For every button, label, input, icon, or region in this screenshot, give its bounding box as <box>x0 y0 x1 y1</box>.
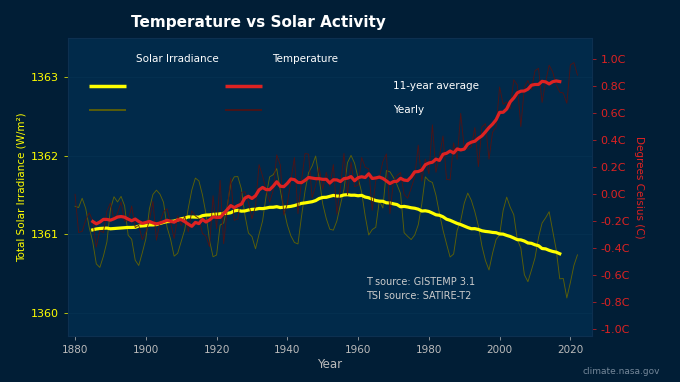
Text: Temperature vs Solar Activity: Temperature vs Solar Activity <box>131 15 386 30</box>
Text: climate.nasa.gov: climate.nasa.gov <box>582 367 660 376</box>
Text: Solar Irradiance: Solar Irradiance <box>136 54 219 64</box>
Text: Temperature: Temperature <box>272 54 338 64</box>
Text: T source: GISTEMP 3.1
TSI source: SATIRE-T2: T source: GISTEMP 3.1 TSI source: SATIRE… <box>367 277 475 301</box>
X-axis label: Year: Year <box>318 358 342 371</box>
Y-axis label: Total Solar Irradiance (W/m²): Total Solar Irradiance (W/m²) <box>17 112 27 262</box>
Y-axis label: Degrees Celsius (C): Degrees Celsius (C) <box>634 136 644 238</box>
Text: Yearly: Yearly <box>392 105 424 115</box>
Text: 11-year average: 11-year average <box>392 81 479 91</box>
